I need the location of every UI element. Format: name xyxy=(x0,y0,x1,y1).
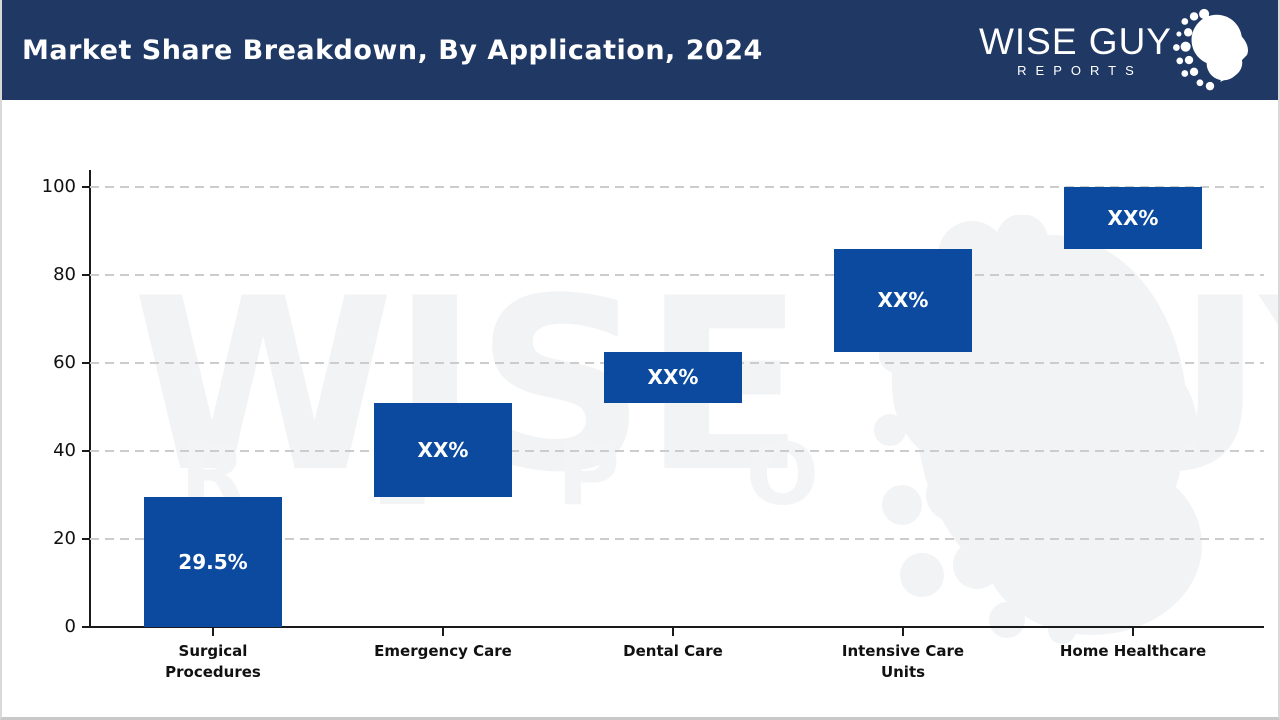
y-tick-label: 40 xyxy=(53,440,76,461)
gridline-y20 xyxy=(90,538,1264,540)
x-tick-mark xyxy=(212,628,214,636)
y-tick-mark xyxy=(82,186,90,188)
x-axis-line xyxy=(89,626,1264,628)
y-tick-label: 80 xyxy=(53,264,76,285)
y-tick-label: 20 xyxy=(53,528,76,549)
gridline-y40 xyxy=(90,450,1264,452)
x-category-label: Home Healthcare xyxy=(1059,642,1207,660)
bar-home-healthcare: XX% xyxy=(1064,187,1202,249)
y-tick-mark xyxy=(82,274,90,276)
bar-value-label: XX% xyxy=(647,365,699,390)
y-axis-line xyxy=(89,170,91,628)
bar-dental-care: XX% xyxy=(604,352,742,403)
y-tick-mark xyxy=(82,362,90,364)
y-tick-mark xyxy=(82,538,90,540)
y-tick-mark xyxy=(82,626,90,628)
page-title: Market Share Breakdown, By Application, … xyxy=(22,34,763,66)
bar-value-label: XX% xyxy=(877,288,929,313)
gridline-y80 xyxy=(90,274,1264,276)
x-category-label: Emergency Care xyxy=(374,642,512,660)
bar-intensive-care-units: XX% xyxy=(834,248,972,352)
x-category-label: Dental Care xyxy=(623,642,723,660)
x-tick-mark xyxy=(902,628,904,636)
logo-line1: WISE GUY xyxy=(978,21,1172,62)
chart-plot-area: 0 20 40 60 80 100 29.5% Surgical Procedures XX% E… xyxy=(2,100,1278,717)
logo-wordmark: WISE GUY REPORTS xyxy=(979,23,1172,77)
bar-surgical-procedures: 29.5% xyxy=(144,497,282,627)
bar-value-label: XX% xyxy=(1107,205,1159,230)
y-tick-mark xyxy=(82,450,90,452)
y-tick-label: 60 xyxy=(53,352,76,373)
bar-value-label: 29.5% xyxy=(178,550,248,575)
x-tick-mark xyxy=(672,628,674,636)
x-tick-mark xyxy=(1132,628,1134,636)
bar-emergency-care: XX% xyxy=(374,402,512,498)
y-tick-label: 0 xyxy=(64,616,76,637)
header-banner: Market Share Breakdown, By Application, … xyxy=(2,0,1278,100)
logo-head-icon xyxy=(1173,8,1249,91)
gridline-y100 xyxy=(90,186,1264,188)
x-category-label: Surgical Procedures xyxy=(165,642,261,681)
bar-value-label: XX% xyxy=(417,437,469,462)
x-tick-mark xyxy=(442,628,444,636)
logo-line2: REPORTS xyxy=(1017,63,1143,78)
y-tick-label: 100 xyxy=(41,176,76,197)
x-category-label: Intensive Care Units xyxy=(841,642,965,681)
wise-guy-logo: WISE GUY REPORTS xyxy=(979,7,1252,93)
